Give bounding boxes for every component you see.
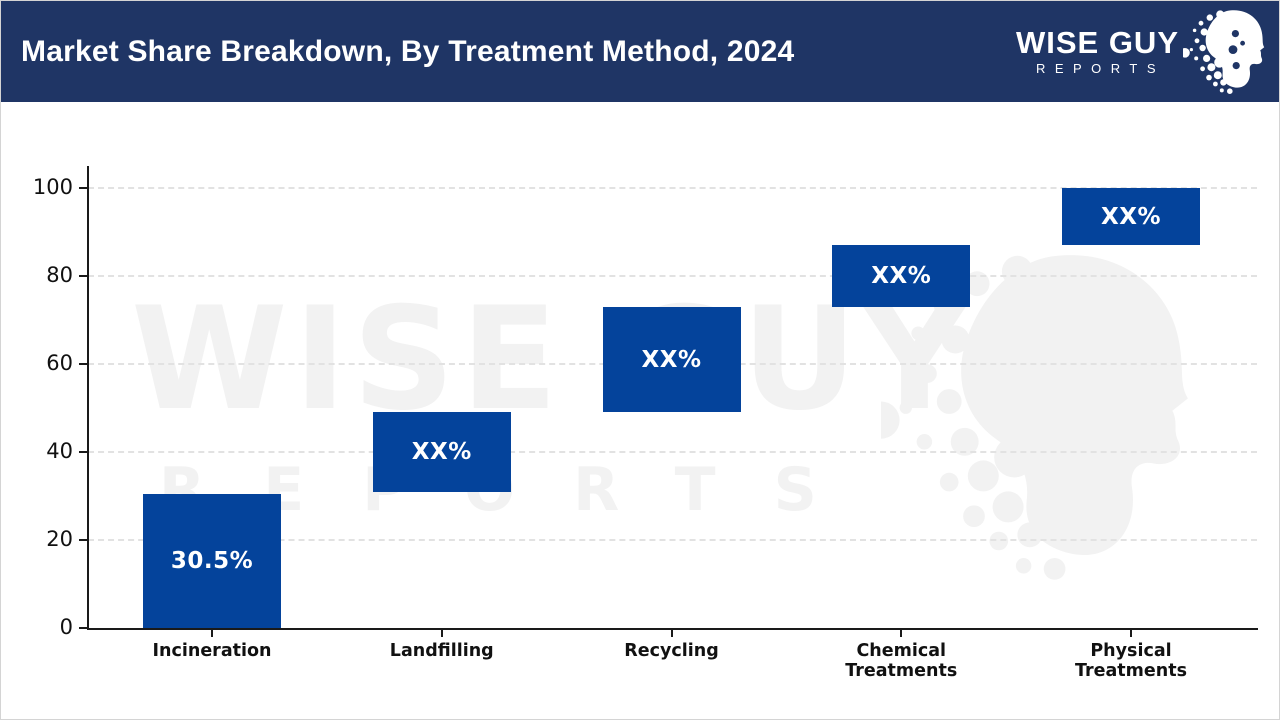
bar-value-label: XX% — [1100, 203, 1161, 230]
y-tick-mark — [79, 363, 88, 365]
y-tick-label: 60 — [46, 351, 73, 375]
bar-segment: XX% — [832, 245, 971, 307]
y-tick-label: 0 — [59, 615, 73, 639]
x-category-label: Recycling — [624, 641, 719, 661]
x-tick-mark — [900, 628, 903, 637]
bar-segment: XX% — [372, 412, 511, 492]
bar-value-label: XX% — [411, 438, 472, 465]
x-tick-mark — [1130, 628, 1132, 637]
waterfall-chart: WISE GUY REPORTS 0 20 40 60 80 100 30.5% XX% XX… — [1, 102, 1279, 719]
watermark: WISE GUY REPORTS — [131, 277, 972, 526]
logo-wordmark-sub: REPORTS — [1035, 61, 1166, 76]
y-tick-mark — [79, 275, 88, 277]
y-tick-label: 20 — [46, 527, 73, 551]
gridline — [88, 539, 1257, 541]
bar-segment: XX% — [602, 306, 741, 413]
bar-segment: XX% — [1062, 188, 1200, 246]
x-category-label: Chemical Treatments — [845, 641, 958, 681]
logo-wordmark-main: WISE GUY — [1015, 25, 1179, 60]
y-axis-line — [87, 166, 89, 630]
y-tick-mark — [79, 627, 88, 629]
watermark-text-main: WISE GUY — [131, 277, 972, 442]
gridline — [88, 187, 1257, 189]
x-tick-mark — [211, 628, 213, 637]
x-tick-mark — [670, 628, 673, 637]
wise-guy-logo: WISE GUY REPORTS — [1015, 8, 1279, 96]
logo-head-icon — [1183, 9, 1265, 94]
logo-wordmark: WISE GUY REPORTS — [1015, 25, 1179, 77]
x-category-label: Landfilling — [389, 641, 494, 661]
y-tick-mark — [79, 187, 88, 189]
bar-value-label: XX% — [871, 262, 932, 289]
x-axis-line — [87, 628, 1258, 630]
y-tick-mark — [79, 451, 88, 453]
gridline — [88, 451, 1257, 453]
y-tick-label: 80 — [46, 263, 73, 287]
bar-value-label: XX% — [641, 346, 702, 373]
y-tick-mark — [79, 539, 88, 541]
y-tick-label: 40 — [46, 439, 73, 463]
x-category-label: Incineration — [152, 641, 272, 661]
x-tick-mark — [440, 628, 443, 637]
bar-segment: 30.5% — [143, 493, 281, 628]
chart-title: Market Share Breakdown, By Treatment Met… — [21, 34, 795, 68]
x-category-label: Physical Treatments — [1074, 641, 1188, 681]
y-tick-label: 100 — [32, 175, 73, 199]
header-band: Market Share Breakdown, By Treatment Met… — [1, 1, 1279, 102]
gridline — [88, 275, 1257, 277]
bar-value-label: 30.5% — [170, 547, 254, 574]
